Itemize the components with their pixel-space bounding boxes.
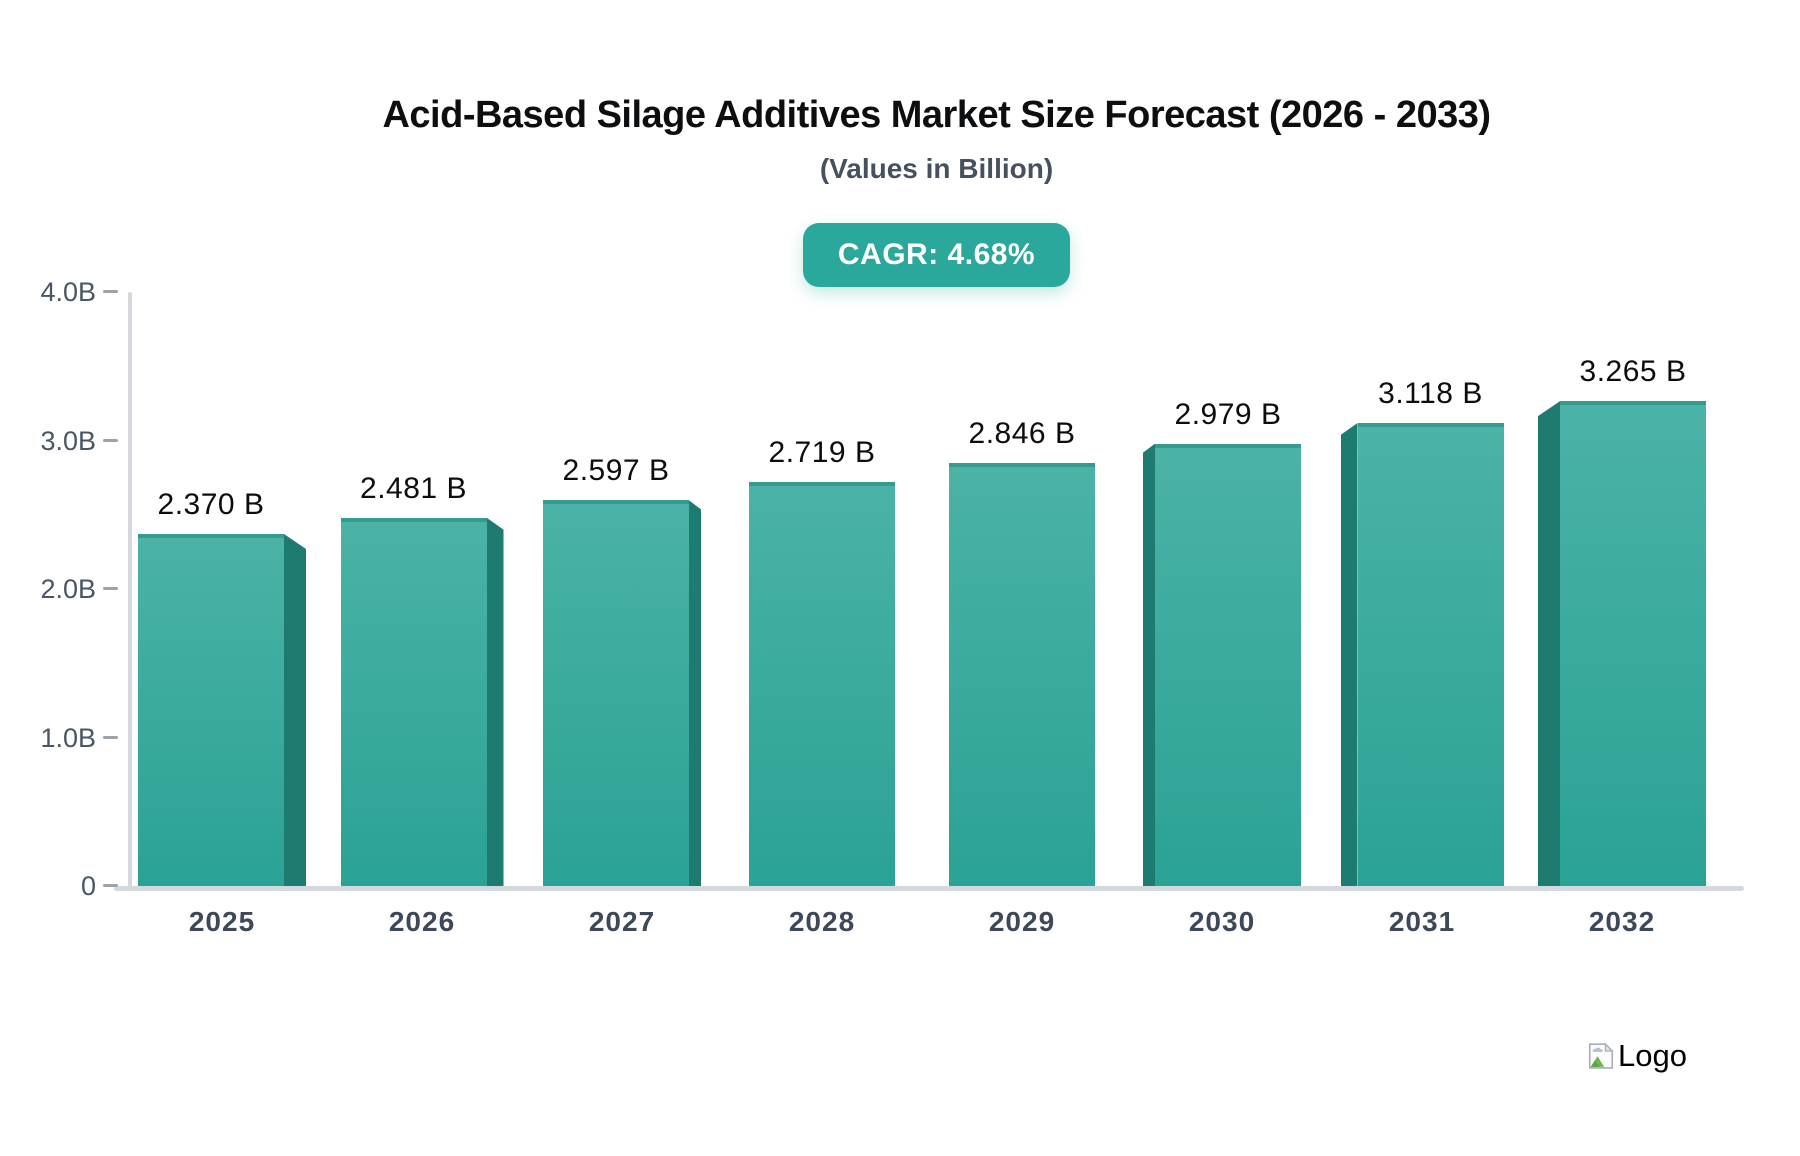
x-axis-label: 2029 <box>988 906 1056 937</box>
bar-value-label: 2.370 B <box>157 488 265 522</box>
bar-3d <box>749 482 895 886</box>
bar-front <box>749 482 895 886</box>
y-tick-dash <box>103 290 118 293</box>
broken-image-icon <box>1588 1042 1614 1069</box>
y-tick-label: 4.0B <box>40 277 96 307</box>
bar-value-label: 2.846 B <box>968 417 1076 451</box>
bar-side <box>284 534 306 886</box>
y-tick-dash <box>103 587 118 590</box>
bar-side <box>1143 443 1155 886</box>
chart-subtitle: (Values in Billion) <box>819 153 1054 184</box>
chart-header: Acid-Based Silage Additives Market Size … <box>128 0 1745 287</box>
bar-front <box>543 500 689 886</box>
bar-3d <box>949 463 1095 886</box>
bar-front <box>1155 443 1301 886</box>
x-axis-label: 2031 <box>1388 906 1456 937</box>
bar-value-label: 2.481 B <box>360 471 467 505</box>
bar-side <box>1538 401 1560 886</box>
x-axis-label: 2025 <box>188 906 256 937</box>
bar-3d <box>340 517 504 886</box>
bar-front <box>340 517 487 886</box>
logo: Logo <box>1586 1038 1687 1074</box>
bar-3d <box>1143 443 1301 886</box>
bar-front <box>138 534 284 886</box>
bar-3d <box>138 534 306 886</box>
bar-value-label: 3.118 B <box>1378 376 1483 410</box>
bar-value-label: 2.597 B <box>562 454 670 488</box>
y-tick-dash <box>103 438 118 442</box>
chart-title: Acid-Based Silage Additives Market Size … <box>382 94 1491 136</box>
x-axis-line <box>114 886 1744 891</box>
y-axis-line <box>128 292 132 891</box>
bar-3d <box>1538 401 1706 886</box>
y-tick-dash <box>103 884 118 887</box>
bar-value-label: 3.265 B <box>1579 355 1687 389</box>
bar-front <box>1357 422 1504 886</box>
cagr-badge: CAGR: 4.68% <box>802 223 1071 287</box>
bar-front <box>949 463 1095 886</box>
x-axis-label: 2027 <box>588 906 656 937</box>
bar-value-label: 2.979 B <box>1174 397 1282 431</box>
bar-side <box>486 517 504 886</box>
y-tick-label: 3.0B <box>40 425 96 456</box>
bar-side <box>689 500 701 886</box>
y-tick-label: 1.0B <box>40 722 96 753</box>
bar-value-label: 2.719 B <box>768 436 876 470</box>
x-axis-label: 2028 <box>788 906 856 937</box>
x-axis-label: 2032 <box>1588 906 1656 937</box>
y-tick-label: 0 <box>80 871 96 901</box>
y-tick-label: 2.0B <box>40 574 96 604</box>
bar-side <box>1340 422 1358 886</box>
bar-3d <box>543 500 701 886</box>
logo-alt-text: Logo <box>1618 1038 1687 1073</box>
x-axis-label: 2030 <box>1188 906 1256 937</box>
x-axis-label: 2026 <box>388 906 456 937</box>
bar-3d <box>1340 422 1504 886</box>
y-tick-dash <box>103 735 118 739</box>
bar-front <box>1560 401 1706 886</box>
